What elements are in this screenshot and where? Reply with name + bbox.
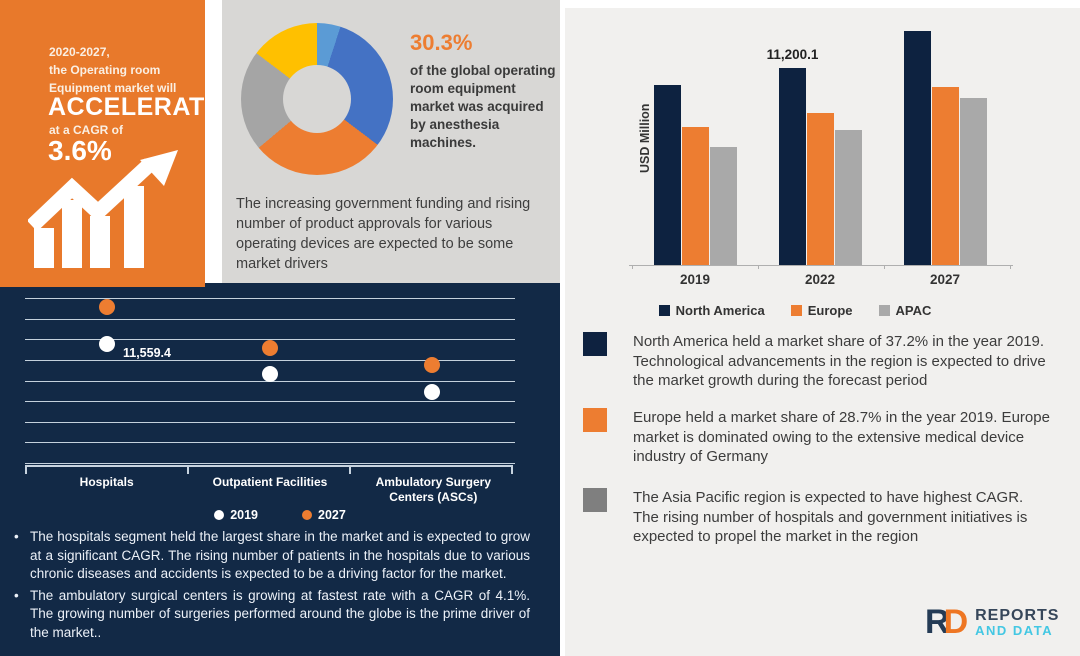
regional-bar-chart: 11,200.1 <box>632 27 1010 265</box>
axis-tick <box>1010 265 1011 269</box>
legend-2019-marker <box>214 510 225 520</box>
europe-swatch <box>583 408 607 432</box>
dot-2019-2 <box>424 384 440 400</box>
note-ascs-text: The ambulatory surgical centers is growi… <box>30 587 530 640</box>
bar-APAC-2022 <box>834 130 862 265</box>
bar-APAC-2027 <box>959 98 987 265</box>
x-axis-line <box>629 265 1013 266</box>
dot-2027-2 <box>424 356 440 373</box>
gridline <box>25 298 515 299</box>
legend-2019-label: 2019 <box>230 508 258 522</box>
x-label-2019: 2019 <box>679 272 711 287</box>
bar-group-2027 <box>903 27 987 265</box>
dot-2019-1 <box>262 365 278 382</box>
dot-value-label: 11,559.4 <box>123 345 171 360</box>
note-apac: The Asia Pacific region is expected to h… <box>583 488 1051 547</box>
note-europe: Europe held a market share of 28.7% in t… <box>583 408 1051 467</box>
cagr-highlight-card: 2020-2027, the Operating room Equipment … <box>0 0 221 287</box>
apac-swatch <box>583 488 607 512</box>
gridline <box>25 442 515 444</box>
donut-hole <box>283 65 351 133</box>
bar-group-2019 <box>653 27 737 265</box>
gridline <box>25 421 515 423</box>
period-text: 2020-2027, <box>49 45 110 59</box>
axis-tick <box>632 265 633 269</box>
logo-wordmark: REPORTS AND DATA <box>975 607 1059 638</box>
category-labels: Hospitals Outpatient Facilities Ambulato… <box>25 475 515 505</box>
logo-r-mark: R <box>925 603 950 641</box>
dot-plot-legend: 2019 2027 <box>0 508 560 522</box>
cagr-caption: at a CAGR of <box>49 123 124 137</box>
bar-Europe-2027 <box>931 87 959 265</box>
legend-apac-marker <box>878 305 890 316</box>
bar-North America-2022 <box>778 68 806 265</box>
note-hospitals: • The hospitals segment held the largest… <box>14 528 530 584</box>
reports-and-data-logo: R D REPORTS AND DATA <box>925 603 1059 642</box>
donut-chart <box>241 23 393 175</box>
dot-2019-0 <box>99 335 115 352</box>
gridline <box>25 359 515 361</box>
gridline <box>25 318 515 320</box>
legend-2027-label: 2027 <box>318 508 346 522</box>
logo-reports-text: REPORTS <box>975 607 1060 624</box>
note-north-america: North America held a market share of 37.… <box>583 332 1051 391</box>
bar-North America-2027 <box>903 31 931 265</box>
category-axis <box>25 465 513 474</box>
legend-apac: APAC <box>878 303 932 318</box>
stat-description: of the global operating room equipment m… <box>410 63 556 150</box>
cagr-value: 3.6% <box>48 135 112 166</box>
logo-d-mark: D <box>943 603 969 641</box>
legend-north-america: North America <box>658 303 765 318</box>
market-text-2: Equipment market will <box>49 81 177 95</box>
legend-north-america-label: North America <box>675 303 765 318</box>
stat-value: 30.3% <box>410 30 473 55</box>
x-label-2022: 2022 <box>804 272 836 287</box>
note-north-america-text: North America held a market share of 37.… <box>633 333 1046 389</box>
legend-europe: Europe <box>790 303 853 318</box>
bullet-marker: • <box>14 587 19 603</box>
growth-arrow-icon <box>28 150 178 268</box>
dot-2027-1 <box>262 339 278 356</box>
legend-2027: 2027 <box>302 508 346 522</box>
gridline <box>25 339 515 341</box>
market-drivers-text: The increasing government funding and ri… <box>236 196 531 272</box>
note-europe-text: Europe held a market share of 28.7% in t… <box>633 409 1050 465</box>
x-label-2027: 2027 <box>929 272 961 287</box>
bar-group-2022: 11,200.1 <box>767 27 862 265</box>
bar-Europe-2022 <box>806 113 834 265</box>
bar-North America-2019 <box>653 85 681 265</box>
category-outpatient: Outpatient Facilities <box>212 475 328 489</box>
category-hospitals: Hospitals <box>79 475 134 489</box>
accelerate-text: ACCELERATE <box>48 93 222 121</box>
gridline <box>25 401 515 403</box>
donut-card: 30.3% of the global operating room equip… <box>222 0 560 283</box>
north-america-swatch <box>583 332 607 356</box>
bar-APAC-2019 <box>709 147 737 265</box>
axis-tick <box>884 265 885 269</box>
dot-plot-chart: 11,559.4 <box>0 283 560 473</box>
segment-notes: • The hospitals segment held the largest… <box>14 528 530 645</box>
legend-apac-label: APAC <box>895 303 932 318</box>
bar-Europe-2019 <box>681 127 709 265</box>
logo-anddata-text: AND DATA <box>975 623 1054 638</box>
legend-north-america-marker <box>658 305 670 316</box>
dot-2027-0 <box>99 298 115 315</box>
legend-2019: 2019 <box>214 508 258 522</box>
bullet-marker: • <box>14 529 19 544</box>
legend-europe-label: Europe <box>807 303 853 318</box>
legend-2027-marker <box>302 510 312 520</box>
note-ascs: • The ambulatory surgical centers is gro… <box>14 587 530 643</box>
segment-chart-card: 11,559.4 Hospitals Outpatient Facilities… <box>0 283 560 656</box>
note-apac-text: The Asia Pacific region is expected to h… <box>633 489 1028 545</box>
category-ascs: Ambulatory Surgery Centers (ASCs) <box>375 475 491 504</box>
note-hospitals-text: The hospitals segment held the largest s… <box>30 529 530 581</box>
regional-panel: USD Million 11,200.1 2019 2022 2027 Nort… <box>565 8 1080 656</box>
bar-chart-legend: North America Europe APAC <box>565 303 1025 318</box>
axis-tick <box>758 265 759 269</box>
gridline <box>25 463 515 464</box>
bar-value-label: 11,200.1 <box>766 47 819 62</box>
legend-europe-marker <box>790 305 802 316</box>
market-text-1: the Operating room <box>49 63 161 77</box>
